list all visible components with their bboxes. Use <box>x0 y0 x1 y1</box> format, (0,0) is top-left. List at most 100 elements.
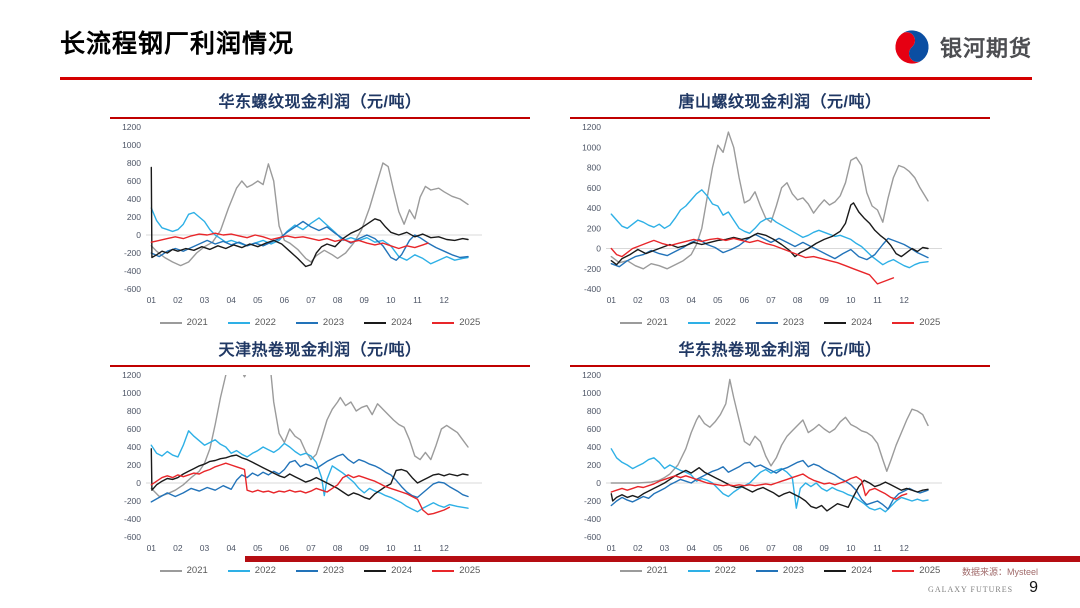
y-tick-label: -200 <box>124 496 141 506</box>
series-line-2024 <box>610 202 929 266</box>
chart-title-divider <box>570 365 990 367</box>
legend-swatch-2025 <box>432 321 455 324</box>
x-tick-label: 02 <box>633 295 643 305</box>
y-tick-label: 600 <box>587 424 601 434</box>
chart-legend: 2021 2022 2023 2024 2025 <box>110 317 530 328</box>
legend-label: 2022 <box>254 317 276 328</box>
x-tick-label: 11 <box>873 295 882 305</box>
y-tick-label: 800 <box>127 406 141 416</box>
x-tick-label: 04 <box>226 295 236 305</box>
legend-swatch-2022 <box>687 569 710 572</box>
x-tick-label: 02 <box>173 295 183 305</box>
legend-swatch-2023 <box>295 569 318 572</box>
x-tick-label: 10 <box>386 543 396 553</box>
y-tick-label: 1000 <box>122 388 141 398</box>
x-tick-label: 12 <box>899 543 909 553</box>
series-line-2021 <box>150 375 469 498</box>
x-tick-label: 12 <box>439 543 449 553</box>
legend-swatch-2025 <box>892 321 915 324</box>
legend-swatch-2021 <box>159 569 182 572</box>
brand-name: 银河期货 <box>939 36 1032 61</box>
legend-swatch-2021 <box>159 321 182 324</box>
legend-label: 2022 <box>714 565 736 576</box>
x-tick-label: 10 <box>846 295 856 305</box>
legend-item-2021: 2021 <box>159 565 208 576</box>
y-tick-label: 400 <box>127 442 141 452</box>
legend-item-2021: 2021 <box>159 317 208 328</box>
legend-label: 2025 <box>919 317 941 328</box>
series-line-2022 <box>150 207 469 265</box>
legend-swatch-2021 <box>619 321 642 324</box>
y-tick-label: -200 <box>584 496 601 506</box>
series-line-2023 <box>150 220 469 261</box>
series-line-2025 <box>610 473 908 500</box>
legend-swatch-2023 <box>295 321 318 324</box>
y-tick-label: 200 <box>127 212 141 222</box>
legend-item-2024: 2024 <box>364 565 412 576</box>
chart-title-divider <box>110 117 530 119</box>
x-tick-label: 03 <box>660 295 670 305</box>
x-tick-label: 06 <box>280 543 290 553</box>
y-tick-label: 800 <box>587 406 601 416</box>
chart-title: 天津热卷现金利润（元/吨） <box>218 342 422 359</box>
x-tick-label: 05 <box>713 295 723 305</box>
y-tick-label: -400 <box>584 284 601 294</box>
chart-title: 华东热卷现金利润（元/吨） <box>678 342 882 359</box>
legend-swatch-2023 <box>755 321 778 324</box>
chart-title-divider <box>570 117 990 119</box>
x-tick-label: 09 <box>359 543 369 553</box>
series-line-2023 <box>610 459 929 510</box>
y-tick-label: -400 <box>124 266 141 276</box>
legend-swatch-2024 <box>364 321 387 324</box>
legend-swatch-2025 <box>432 569 455 572</box>
legend-item-2023: 2023 <box>295 565 344 576</box>
chart-panel-east-rebar: 华东螺纹现金利润（元/吨） 1200 1000 800 600 400 200 0 -200 -… <box>110 88 530 328</box>
y-tick-label: -600 <box>584 532 601 542</box>
legend-label: 2023 <box>782 565 805 576</box>
footer: 数据来源：Mysteel GALAXY FUTURES 9 <box>928 565 1038 597</box>
legend-label: 2021 <box>186 317 208 328</box>
y-tick-label: 600 <box>127 176 141 186</box>
series-line-2024 <box>150 166 469 268</box>
x-tick-label: 06 <box>280 295 290 305</box>
legend-item-2024: 2024 <box>824 317 872 328</box>
x-tick-label: 06 <box>740 295 750 305</box>
legend-item-2023: 2023 <box>755 565 805 576</box>
charts-grid: 华东螺纹现金利润（元/吨） 1200 1000 800 600 400 200 0 -200-… <box>110 88 990 576</box>
chart-legend: 2021 2022 2023 2024 2025 <box>110 565 530 576</box>
x-tick-label: 09 <box>819 543 829 553</box>
page-title: 长流程钢厂利润情况 <box>60 30 295 58</box>
legend-swatch-2025 <box>892 569 915 572</box>
x-tick-label: 03 <box>200 543 210 553</box>
legend-label: 2021 <box>646 565 668 576</box>
page-number: 9 <box>1029 579 1038 596</box>
y-tick-label: -600 <box>124 284 141 294</box>
series-line-2025 <box>150 232 429 250</box>
legend-item-2023: 2023 <box>755 317 804 328</box>
line-chart-tianjin-hrc: 1200 1000 800 600 400 200 0 -200 -400 -600 01 02 03 0… <box>122 370 482 553</box>
x-tick-label: 04 <box>686 295 696 305</box>
y-tick-label: -200 <box>124 248 141 258</box>
x-tick-label: 11 <box>413 295 422 305</box>
x-tick-label: 05 <box>253 543 263 553</box>
chart-legend: 2021 2022 2023 2024 2025 <box>570 565 990 576</box>
x-tick-label: 04 <box>686 543 696 553</box>
x-tick-label: 09 <box>359 295 369 305</box>
y-tick-label: 600 <box>127 424 141 434</box>
legend-swatch-2023 <box>755 569 778 572</box>
series-line-2022 <box>150 430 469 513</box>
legend-label: 2024 <box>851 317 873 328</box>
y-tick-label: 200 <box>127 460 141 470</box>
legend-swatch-2024 <box>364 569 387 572</box>
legend-label: 2024 <box>391 565 413 576</box>
legend-label: 2025 <box>459 317 481 328</box>
x-tick-label: 12 <box>439 295 449 305</box>
x-tick-label: 10 <box>846 543 856 553</box>
chart-panel-tangshan-rebar: 唐山螺纹现金利润（元/吨） 1200 1000 800 600 400 200 0 -200 -… <box>570 88 990 328</box>
x-tick-label: 07 <box>306 295 316 305</box>
legend-swatch-2022 <box>227 321 250 324</box>
chart-title: 华东螺纹现金利润（元/吨） <box>218 94 422 111</box>
y-tick-label: 600 <box>587 183 601 193</box>
legend-item-2022: 2022 <box>687 565 736 576</box>
x-tick-label: 05 <box>253 295 263 305</box>
